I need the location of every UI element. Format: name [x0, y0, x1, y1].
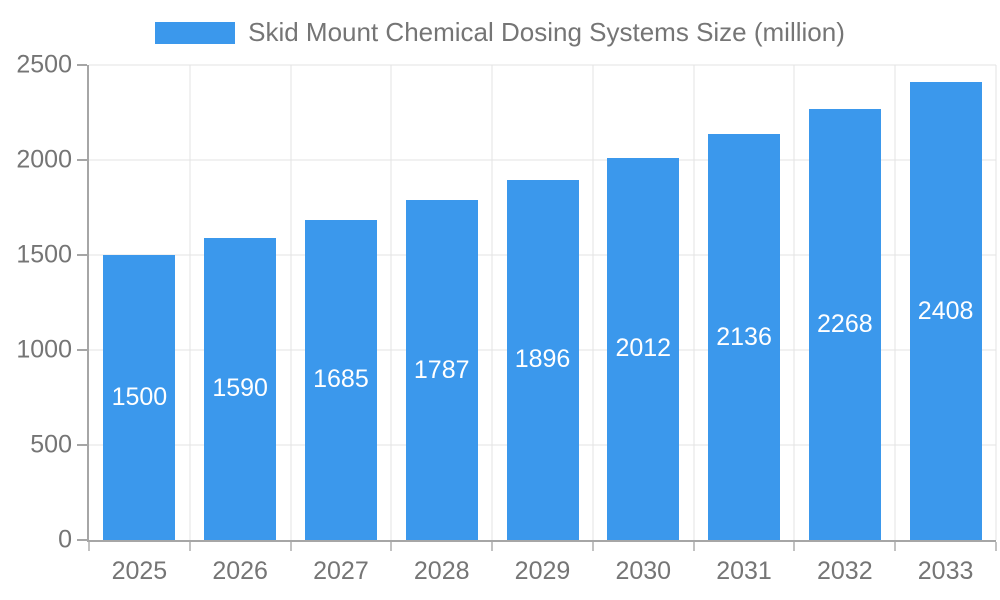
x-axis-tick: [390, 542, 393, 551]
x-tick-label: 2033: [917, 557, 974, 585]
legend-label: Skid Mount Chemical Dosing Systems Size …: [248, 17, 845, 47]
h-gridline: [89, 64, 996, 66]
x-tick-label: 2027: [313, 557, 369, 585]
bar: 1787: [405, 200, 478, 540]
v-gridline: [491, 65, 493, 540]
bar: 2136: [708, 134, 781, 540]
bar-value-label: 2268: [817, 310, 873, 339]
y-tick-label: 0: [58, 525, 72, 554]
y-tick-label: 500: [30, 430, 72, 459]
plot-area: 0 500 1000 1500 2000 2500 1500 2025 1590 2026 1685…: [16, 51, 997, 585]
bar-value-label: 1685: [313, 365, 369, 394]
y-axis-tick: [77, 349, 87, 351]
bar: 1685: [304, 219, 377, 540]
v-gridline: [793, 65, 795, 540]
legend-item[interactable]: Skid Mount Chemical Dosing Systems Size …: [0, 17, 1000, 48]
legend-swatch: [155, 21, 236, 44]
y-tick-label: 1000: [16, 335, 72, 364]
bar-value-label: 2408: [917, 296, 974, 325]
y-axis-tick: [77, 444, 87, 446]
x-tick-label: 2032: [817, 557, 873, 585]
y-axis-tick: [77, 64, 87, 66]
v-gridline: [592, 65, 594, 540]
x-axis-tick: [995, 542, 997, 551]
x-tick-label: 2030: [615, 557, 672, 585]
x-tick-label: 2031: [716, 557, 772, 585]
x-tick-label: 2025: [111, 557, 168, 585]
bar: 2012: [607, 157, 680, 540]
bar: 1590: [204, 237, 277, 540]
y-axis-tick: [77, 159, 87, 161]
y-tick-label: 1500: [16, 240, 72, 269]
bar: 1500: [103, 255, 176, 540]
bar-value-label: 1787: [413, 355, 470, 384]
bar: 1896: [506, 179, 579, 540]
x-tick-label: 2029: [514, 557, 571, 585]
v-gridline: [390, 65, 392, 540]
bar-value-label: 2012: [615, 334, 672, 363]
x-axis-tick: [692, 542, 695, 551]
x-axis-tick: [88, 542, 90, 551]
bar: 2408: [909, 82, 982, 540]
v-gridline: [894, 65, 896, 540]
v-gridline: [693, 65, 695, 540]
x-axis-tick: [491, 542, 494, 551]
x-axis-tick: [894, 542, 897, 551]
y-tick-label: 2000: [16, 145, 72, 174]
v-gridline: [290, 65, 292, 540]
y-axis-tick: [77, 539, 87, 541]
bar: 2268: [808, 109, 881, 540]
x-axis-tick: [188, 542, 191, 551]
x-axis-tick: [793, 542, 796, 551]
x-tick-label: 2028: [413, 557, 470, 585]
v-gridline: [995, 65, 997, 540]
x-tick-label: 2026: [212, 557, 268, 585]
bar-value-label: 1500: [111, 383, 168, 411]
bar-value-label: 1896: [514, 345, 571, 374]
y-axis-tick: [77, 254, 87, 256]
y-tick-label: 2500: [16, 50, 72, 79]
bar-value-label: 2136: [716, 322, 772, 351]
h-gridline: [89, 159, 996, 161]
x-axis-tick: [591, 542, 594, 551]
bar-value-label: 1590: [212, 374, 268, 403]
x-axis-tick: [289, 542, 292, 551]
v-gridline: [189, 65, 191, 540]
